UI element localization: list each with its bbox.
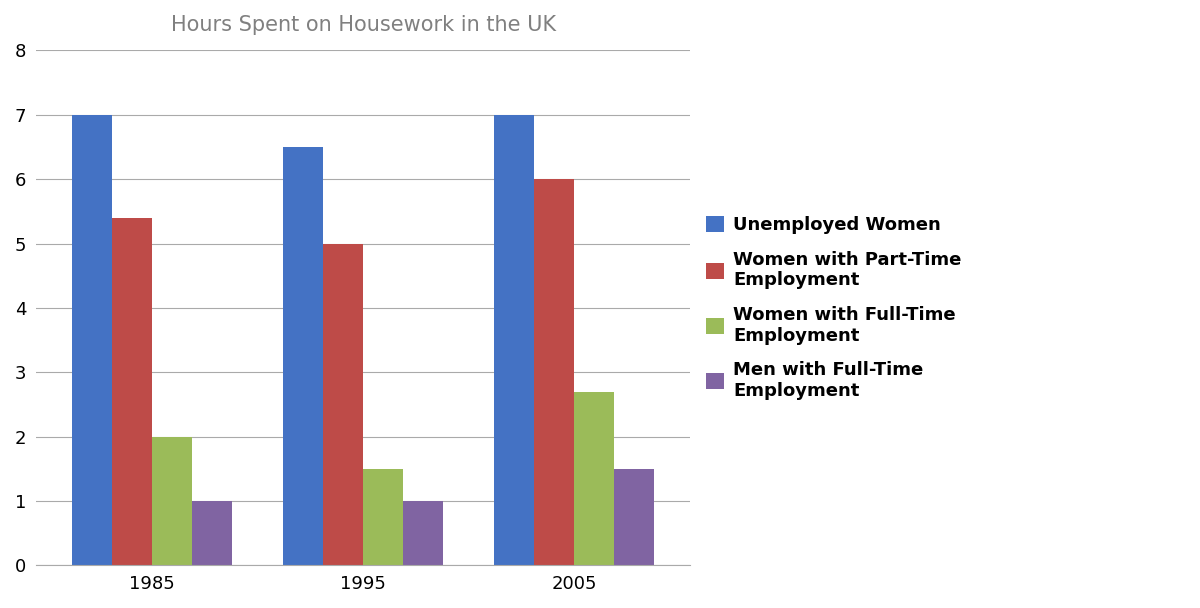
Bar [112, 218, 152, 565]
Bar [323, 244, 364, 565]
Bar [152, 437, 192, 565]
Bar [403, 501, 443, 565]
Bar [72, 115, 112, 565]
Bar [534, 179, 574, 565]
Bar [192, 501, 233, 565]
Bar [574, 392, 614, 565]
Bar [614, 469, 654, 565]
Bar [283, 147, 323, 565]
Bar [364, 469, 403, 565]
Title: Hours Spent on Housework in the UK: Hours Spent on Housework in the UK [170, 15, 556, 35]
Legend: Unemployed Women, Women with Part-Time
Employment, Women with Full-Time
Employme: Unemployed Women, Women with Part-Time E… [700, 209, 968, 407]
Bar [494, 115, 534, 565]
